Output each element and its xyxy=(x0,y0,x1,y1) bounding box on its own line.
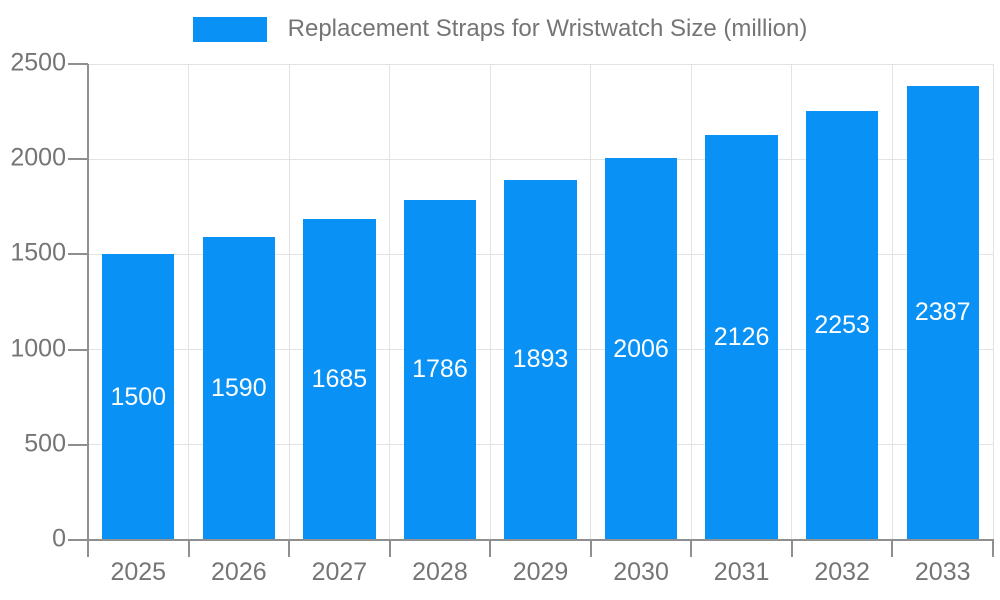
x-tick-label: 2032 xyxy=(814,558,870,586)
gridline-vertical xyxy=(791,64,793,540)
x-tick-label: 2029 xyxy=(512,558,569,586)
x-axis-line xyxy=(87,539,994,541)
bar: 2006 xyxy=(604,158,678,540)
gridline-vertical xyxy=(590,64,592,540)
bar-value-label: 2006 xyxy=(613,334,669,363)
y-tick-mark xyxy=(68,158,88,161)
bar-value-label: 2387 xyxy=(914,298,971,327)
gridline-vertical xyxy=(891,64,893,540)
legend-swatch xyxy=(192,16,267,42)
x-tick-mark xyxy=(690,540,693,557)
x-tick-label: 2026 xyxy=(211,558,267,586)
gridline-vertical xyxy=(690,64,692,540)
gridline-vertical xyxy=(288,64,290,540)
gridline-vertical xyxy=(992,64,994,540)
x-tick-mark xyxy=(589,540,592,557)
y-tick-mark xyxy=(68,443,88,446)
x-tick-mark xyxy=(489,540,492,557)
y-tick-label: 500 xyxy=(24,429,66,458)
y-axis-line xyxy=(87,64,89,541)
y-tick-mark xyxy=(68,539,88,541)
x-tick-label: 2030 xyxy=(613,558,669,586)
x-tick-mark xyxy=(790,540,793,557)
x-tick-mark xyxy=(891,540,894,557)
bar: 1685 xyxy=(303,219,376,540)
y-tick-mark xyxy=(68,348,88,351)
y-tick-mark xyxy=(68,63,88,65)
bar: 2253 xyxy=(805,111,879,540)
gridline-horizontal xyxy=(88,158,993,160)
gridline-horizontal xyxy=(88,63,993,65)
bar-value-label: 1786 xyxy=(412,355,468,384)
y-tick-mark xyxy=(68,253,88,256)
bar: 2387 xyxy=(906,85,979,540)
y-tick-label: 1500 xyxy=(10,238,66,267)
y-tick-label: 1000 xyxy=(10,333,66,362)
plot-area: 1500 1590 1685 1786 1893 2006 2126 2253 2387 xyxy=(88,63,994,540)
y-tick-label: 0 xyxy=(52,524,66,553)
gridline-vertical xyxy=(489,64,491,540)
bar-value-label: 1685 xyxy=(311,365,368,394)
x-tick-mark xyxy=(87,540,89,557)
x-tick-mark xyxy=(187,540,190,557)
legend: Replacement Straps for Wristwatch Size (… xyxy=(0,15,1000,43)
bar-value-label: 1500 xyxy=(110,382,167,411)
bar-value-label: 2126 xyxy=(713,323,770,352)
gridline-vertical xyxy=(188,64,190,540)
bar: 2126 xyxy=(705,135,778,540)
x-tick-label: 2031 xyxy=(713,558,770,586)
bar-value-label: 1893 xyxy=(512,345,569,374)
bar-value-label: 1590 xyxy=(211,374,267,403)
bar-value-label: 2253 xyxy=(814,311,870,340)
x-tick-label: 2027 xyxy=(311,558,368,586)
x-tick-label: 2033 xyxy=(914,558,971,586)
x-tick-mark xyxy=(992,540,994,557)
x-tick-mark xyxy=(388,540,391,557)
bar: 1500 xyxy=(102,254,175,540)
bar: 1893 xyxy=(504,179,577,540)
x-tick-label: 2025 xyxy=(110,558,167,586)
x-tick-mark xyxy=(288,540,291,557)
y-tick-label: 2500 xyxy=(10,48,66,77)
x-tick-label: 2028 xyxy=(412,558,468,586)
gridline-vertical xyxy=(389,64,391,540)
legend-label: Replacement Straps for Wristwatch Size (… xyxy=(287,15,808,42)
bar: 1786 xyxy=(403,199,477,540)
bar: 1590 xyxy=(202,237,276,540)
y-tick-label: 2000 xyxy=(10,143,66,172)
